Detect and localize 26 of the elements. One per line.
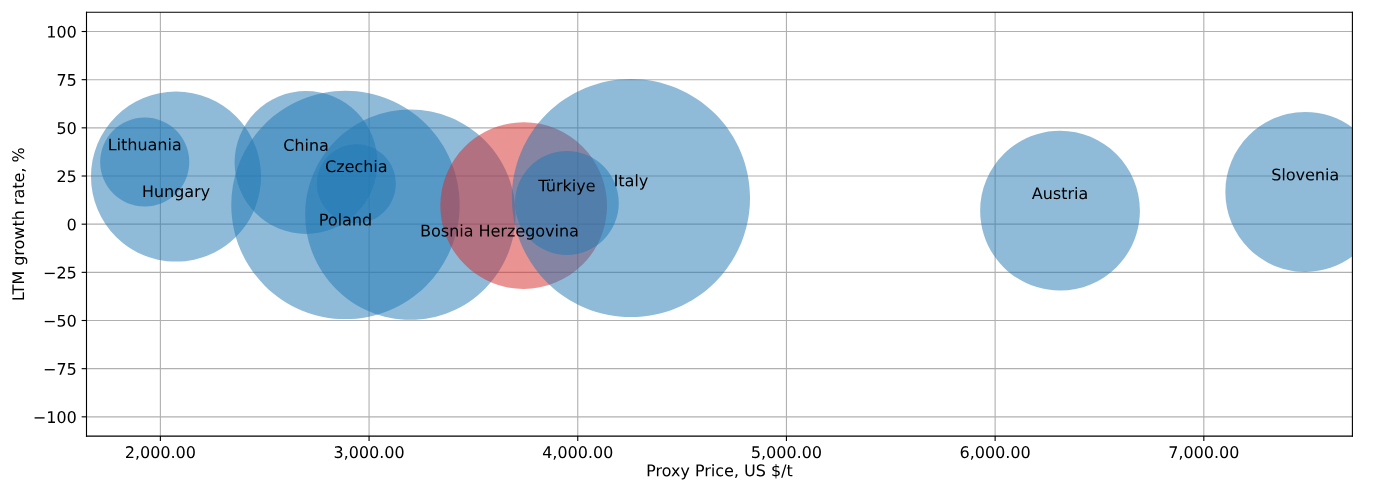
y-tick-label: 50 — [57, 122, 76, 135]
annotation: Türkiye — [538, 179, 595, 195]
annotation: Slovenia — [1272, 168, 1338, 181]
y-tick-label: −75 — [44, 363, 76, 375]
x-tick-label: 3,000.00 — [334, 446, 404, 460]
annotation: Hungary — [143, 185, 210, 201]
y-tick-label: −50 — [44, 314, 76, 327]
annotation: China — [284, 138, 328, 152]
x-tick-label: 2,000.00 — [125, 446, 195, 460]
annotation: Italy — [615, 174, 648, 190]
x-tick-label: 5,000.00 — [752, 446, 821, 460]
y-tick-label: 0 — [67, 218, 76, 231]
x-axis-title: Proxy Price, US $/t — [647, 464, 793, 480]
y-axis-title: LTM growth rate, % — [11, 148, 28, 300]
annotation: Czechia — [325, 159, 387, 173]
y-tick-label: 25 — [57, 170, 76, 183]
x-tick-label: 6,000.00 — [960, 446, 1030, 460]
y-tick-label: 75 — [57, 74, 76, 86]
annotation: Lithuania — [109, 138, 181, 151]
y-tick-label: 100 — [48, 25, 76, 38]
annotation: Poland — [320, 213, 371, 226]
y-tick-label: −25 — [44, 266, 76, 279]
x-tick-label: 7,000.00 — [1169, 446, 1239, 460]
annotation: Austria — [1031, 186, 1087, 200]
y-tick-label: −100 — [34, 411, 76, 424]
x-tick-label: 4,000.00 — [542, 446, 613, 460]
